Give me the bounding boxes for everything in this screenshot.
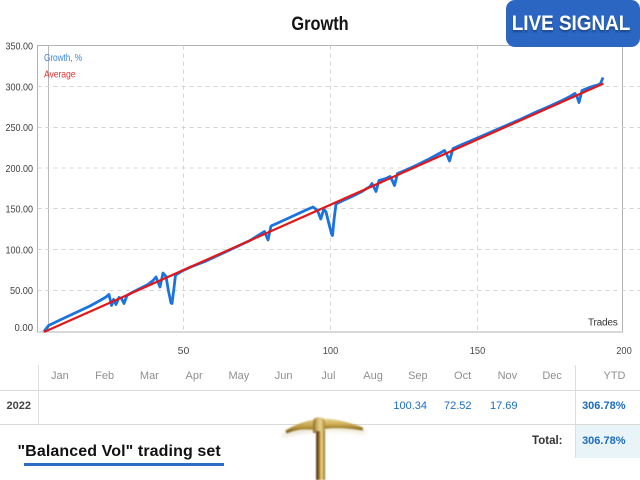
svg-text:100: 100 xyxy=(323,345,339,357)
svg-text:Growth, %: Growth, % xyxy=(44,52,82,64)
svg-text:50: 50 xyxy=(178,345,190,357)
svg-text:250.00: 250.00 xyxy=(6,122,34,134)
svg-text:200.00: 200.00 xyxy=(6,163,34,175)
svg-text:150: 150 xyxy=(470,345,486,357)
svg-text:Trades: Trades xyxy=(588,318,618,329)
svg-text:300.00: 300.00 xyxy=(6,82,34,94)
svg-text:50.00: 50.00 xyxy=(10,285,33,297)
svg-text:100.00: 100.00 xyxy=(6,245,34,257)
svg-text:Average: Average xyxy=(44,69,76,81)
svg-text:350.00: 350.00 xyxy=(6,41,34,53)
svg-text:0.00: 0.00 xyxy=(15,322,34,334)
svg-text:150.00: 150.00 xyxy=(6,204,34,216)
svg-text:200: 200 xyxy=(616,345,632,357)
